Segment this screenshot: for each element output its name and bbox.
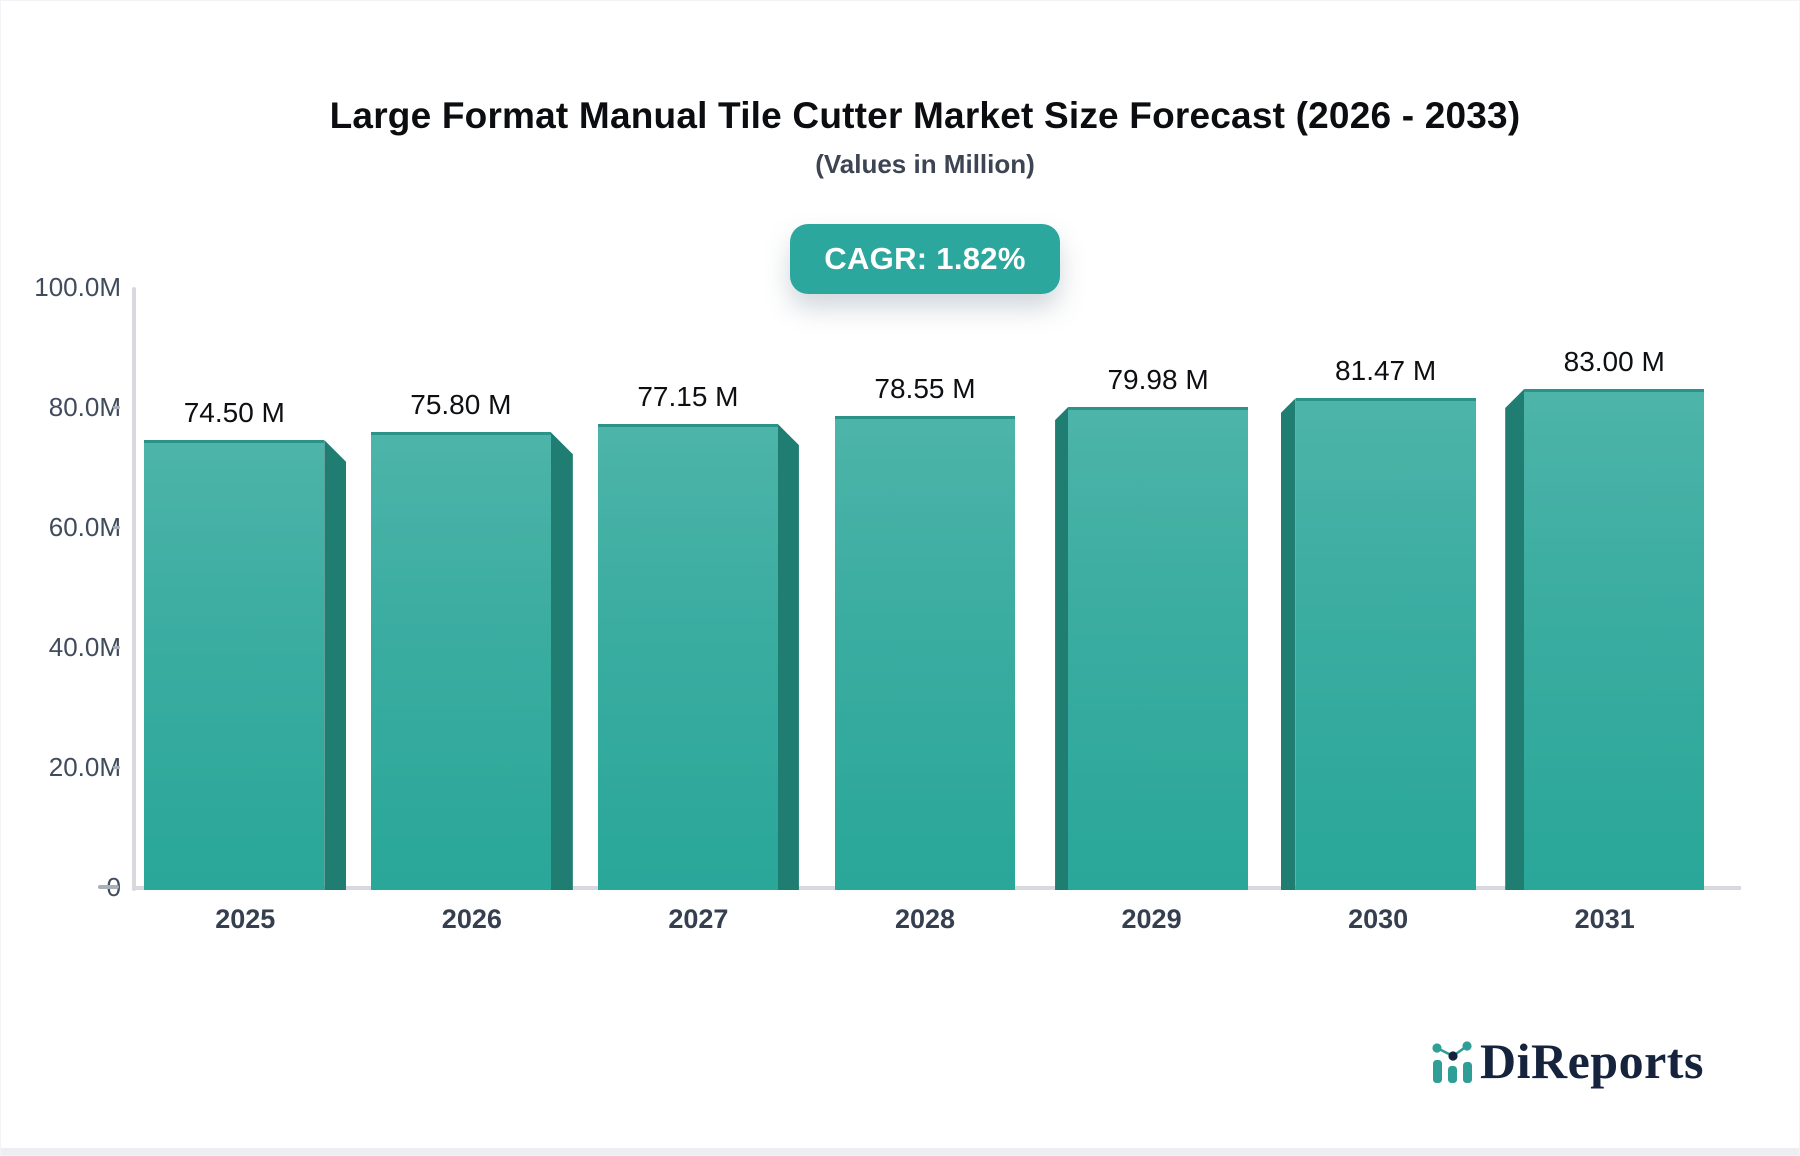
y-axis-line	[132, 287, 136, 891]
bar-value-label: 78.55 M	[874, 372, 976, 404]
x-axis-category-label: 2025	[215, 904, 276, 934]
x-axis-category-label: 2028	[894, 904, 956, 934]
x-axis-category-label: 2027	[668, 904, 729, 934]
bar-2027	[597, 424, 778, 890]
y-axis-tick-mark	[113, 526, 120, 529]
y-axis-tick-label: 100.0M	[34, 272, 121, 302]
bar-2028	[835, 415, 1015, 890]
x-axis-category-label: 2031	[1574, 904, 1635, 934]
x-axis-category-label: 2030	[1348, 904, 1409, 934]
y-axis-tick-mark	[113, 406, 120, 409]
chart-title: Large Format Manual Tile Cutter Market S…	[329, 95, 1521, 136]
direports-logo-icon	[1432, 1041, 1472, 1083]
bar-2030	[1295, 398, 1476, 890]
bar-value-label: 77.15 M	[637, 381, 739, 413]
bar-side-face	[1505, 389, 1525, 890]
y-axis-tick-label: 80.0M	[48, 392, 121, 422]
y-axis-tick-mark	[113, 646, 120, 649]
x-axis-category-label: 2029	[1121, 904, 1182, 934]
bar-value-label: 83.00 M	[1563, 346, 1665, 377]
y-axis-tick-label: 20.0M	[48, 752, 121, 782]
chart-header: Large Format Manual Tile Cutter Market S…	[26, 1, 1799, 294]
bottom-border	[1, 1148, 1799, 1155]
bar-value-label: 79.98 M	[1107, 364, 1209, 396]
direports-logo: DiReports	[1431, 1033, 1704, 1089]
bar-2029	[1068, 407, 1249, 890]
bar-2026	[370, 432, 551, 890]
bar-value-label: 81.47 M	[1335, 355, 1437, 387]
cagr-badge: CAGR: 1.82%	[790, 224, 1060, 294]
x-axis-category-label: 2026	[441, 904, 502, 934]
bar-side-face	[1055, 407, 1069, 890]
bar-value-label: 75.80 M	[410, 389, 512, 421]
direports-logo-text: DiReports	[1480, 1033, 1704, 1089]
bar-value-label: 74.50 M	[183, 397, 285, 428]
y-axis-tick-label: 60.0M	[48, 512, 121, 542]
chart-subtitle: (Values in Million)	[815, 149, 1035, 179]
bar-side-face	[550, 432, 573, 890]
y-axis-tick-mark	[98, 885, 119, 889]
bar-side-face	[1280, 398, 1296, 890]
bar-2025	[144, 440, 325, 890]
y-axis-tick-label: 40.0M	[48, 632, 121, 662]
bar-side-face	[324, 440, 347, 890]
y-axis-tick-mark	[113, 766, 120, 769]
bar-2031	[1524, 389, 1705, 890]
bar-side-face	[777, 424, 799, 890]
